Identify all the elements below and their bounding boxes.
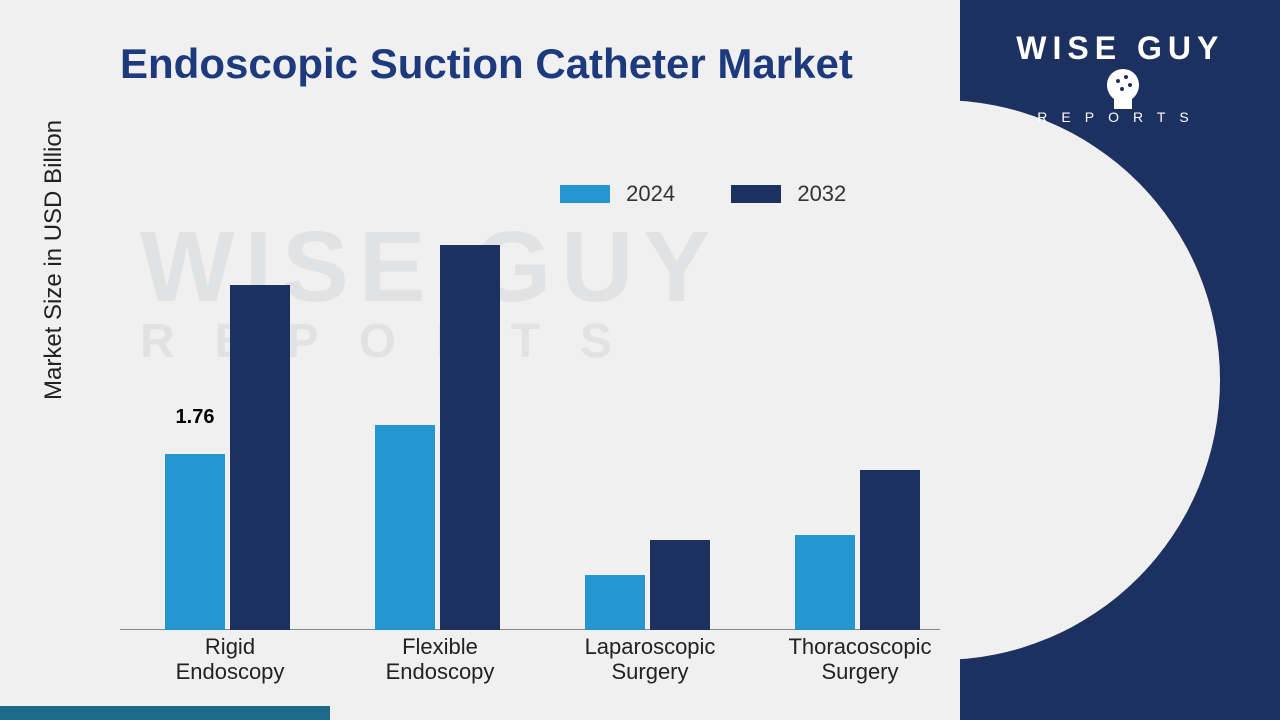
bar-2024-2 bbox=[585, 575, 645, 630]
legend-label-0: 2024 bbox=[626, 181, 675, 206]
bar-2024-0 bbox=[165, 454, 225, 630]
bar-2024-1 bbox=[375, 425, 435, 630]
x-label-0: RigidEndoscopy bbox=[140, 634, 320, 685]
plot-area: 1.76 bbox=[120, 230, 940, 630]
legend-label-1: 2032 bbox=[797, 181, 846, 206]
value-label-0: 1.76 bbox=[176, 406, 215, 429]
x-label-3: ThoracoscopicSurgery bbox=[770, 634, 950, 685]
legend-swatch-0 bbox=[560, 185, 610, 203]
chart-title: Endoscopic Suction Catheter Market bbox=[120, 40, 853, 88]
brand-logo: WISE GUY REPORTS bbox=[990, 30, 1250, 125]
legend-swatch-1 bbox=[731, 185, 781, 203]
brand-line2: REPORTS bbox=[990, 109, 1250, 125]
bar-2032-3 bbox=[860, 470, 920, 630]
head-icon bbox=[1104, 67, 1142, 111]
y-axis-label: Market Size in USD Billion bbox=[40, 120, 68, 400]
bar-2032-1 bbox=[440, 245, 500, 630]
bar-2024-3 bbox=[795, 535, 855, 630]
brand-line1: WISE GUY bbox=[1016, 30, 1223, 66]
x-label-1: FlexibleEndoscopy bbox=[350, 634, 530, 685]
bar-2032-2 bbox=[650, 540, 710, 630]
x-label-2: LaparoscopicSurgery bbox=[560, 634, 740, 685]
page: WISE GUY REPORTS Endoscopic Suction Cath… bbox=[0, 0, 1280, 720]
legend: 2024 2032 bbox=[560, 180, 896, 207]
bar-2032-0 bbox=[230, 285, 290, 630]
footer-accent-bar bbox=[0, 706, 330, 720]
